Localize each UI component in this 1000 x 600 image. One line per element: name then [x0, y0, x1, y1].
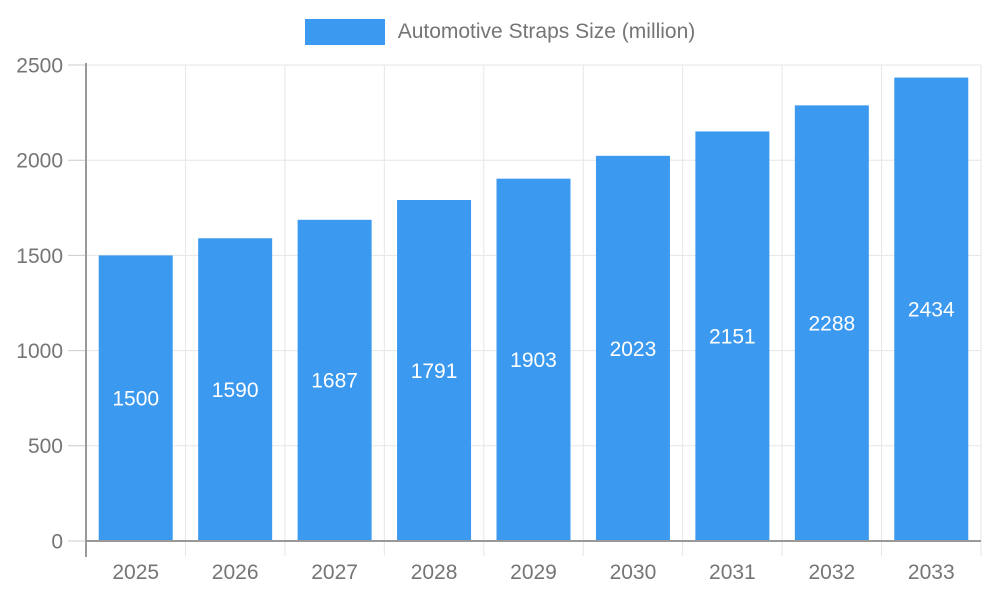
- bar-2032[interactable]: [794, 105, 869, 540]
- x-axis-tick-label: 2027: [311, 561, 358, 584]
- y-axis-tick-label: 500: [28, 435, 63, 458]
- chart-legend[interactable]: Automotive Straps Size (million): [0, 19, 1000, 45]
- bar-2027[interactable]: [297, 219, 372, 540]
- x-axis-tick-label: 2029: [510, 561, 557, 584]
- bar-value-label: 1791: [411, 360, 458, 383]
- x-axis-tick-label: 2025: [112, 561, 159, 584]
- y-axis-tick-label: 1000: [16, 340, 63, 363]
- bar-2031[interactable]: [695, 131, 770, 541]
- bar-value-label: 2434: [908, 299, 955, 322]
- x-axis-tick-label: 2026: [212, 561, 259, 584]
- bar-value-label: 1590: [212, 379, 259, 402]
- bar-2028[interactable]: [397, 199, 472, 541]
- x-axis-tick-label: 2031: [709, 561, 756, 584]
- bar-value-label: 1687: [311, 370, 358, 393]
- y-axis-tick-label: 2000: [16, 150, 63, 173]
- bar-value-label: 2023: [610, 338, 657, 361]
- bar-2029[interactable]: [496, 178, 571, 540]
- bar-value-label: 1903: [510, 349, 557, 372]
- y-axis-tick-label: 2500: [16, 54, 63, 77]
- bar-value-label: 2151: [709, 326, 756, 349]
- bar-value-label: 2288: [808, 313, 855, 336]
- legend-color-swatch: [304, 19, 385, 45]
- legend-label: Automotive Straps Size (million): [397, 20, 696, 43]
- y-axis-tick-label: 1500: [16, 245, 63, 268]
- x-axis-tick-label: 2032: [808, 561, 855, 584]
- y-axis-tick-label: 0: [51, 530, 63, 553]
- x-axis-tick-label: 2033: [908, 561, 955, 584]
- bar-2030[interactable]: [595, 155, 670, 540]
- bar-value-label: 1500: [112, 388, 159, 411]
- bar-2025[interactable]: [98, 255, 173, 540]
- bar-2026[interactable]: [198, 238, 273, 541]
- x-axis-tick-label: 2028: [411, 561, 458, 584]
- x-axis-tick-label: 2030: [610, 561, 657, 584]
- bar-2033[interactable]: [894, 77, 969, 540]
